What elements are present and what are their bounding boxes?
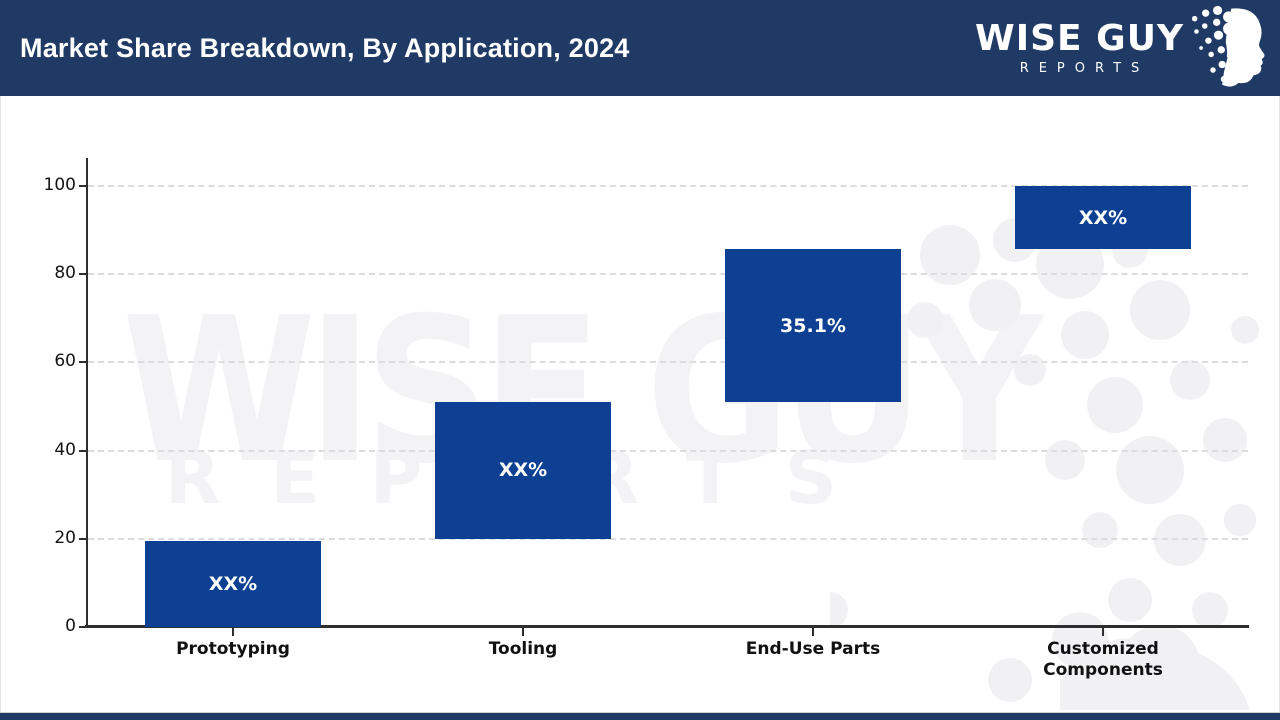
bar-value-label: XX% (498, 459, 548, 482)
logo-wordmark: WISE GUY (974, 18, 1184, 59)
bar-value-label: XX% (208, 572, 258, 595)
y-tick-label-40: 40 (54, 439, 76, 460)
page-title: Market Share Breakdown, By Application, … (20, 32, 630, 63)
y-axis-spine (86, 158, 88, 628)
y-tick-label-80: 80 (54, 263, 76, 284)
bar-customized-components: XX% (1015, 186, 1191, 250)
bar-tooling: XX% (435, 402, 611, 539)
gridline-40 (88, 449, 1248, 452)
x-category-label-2: End-Use Parts (745, 639, 881, 659)
x-tick-3 (1102, 628, 1104, 636)
brand-logo: WISE GUY REPORTS (975, 4, 1270, 92)
footer-bar (0, 712, 1280, 720)
x-axis-line (85, 625, 1249, 628)
bar-value-label: 35.1% (780, 314, 846, 337)
logo-head-icon (1191, 5, 1265, 87)
y-tick-0 (79, 626, 87, 628)
y-tick-80 (79, 273, 87, 276)
x-category-label-3: Customized Components (1043, 639, 1163, 681)
y-tick-label-100: 100 (43, 175, 76, 195)
y-tick-100 (79, 185, 87, 187)
bar-value-label: XX% (1078, 206, 1128, 229)
x-tick-2 (812, 628, 814, 636)
bar-end-use-parts: 35.1% (725, 249, 901, 403)
bar-prototyping: XX% (145, 541, 321, 627)
y-tick-60 (79, 361, 87, 364)
gridline-20 (88, 537, 1248, 540)
gridline-80 (88, 273, 1248, 276)
x-category-label-1: Tooling (488, 639, 558, 659)
header-bar: Market Share Breakdown, By Application, … (0, 0, 1280, 96)
gridline-60 (88, 361, 1248, 364)
gridline-100 (88, 185, 1248, 187)
x-category-label-0: Prototyping (176, 639, 290, 659)
y-tick-label-60: 60 (54, 351, 76, 372)
logo-wordmark-block: WISE GUY REPORTS (974, 18, 1184, 76)
y-tick-20 (79, 537, 87, 540)
y-tick-label-20: 20 (54, 527, 76, 548)
y-tick-40 (79, 449, 87, 452)
x-tick-0 (232, 628, 234, 636)
y-tick-label-0: 0 (65, 616, 76, 636)
x-tick-1 (522, 628, 524, 636)
logo-subtext: REPORTS (1019, 61, 1150, 76)
